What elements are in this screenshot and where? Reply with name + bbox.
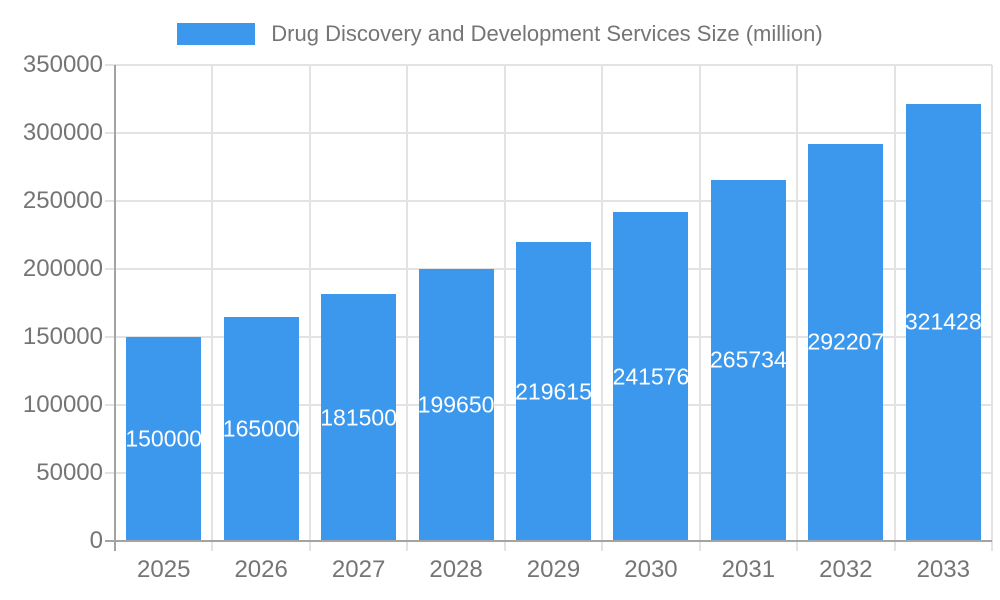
x-gridline	[698, 65, 701, 541]
x-axis-tick	[796, 541, 799, 551]
x-gridline	[406, 65, 409, 541]
y-tick-label: 350000	[22, 51, 103, 78]
y-axis-tick	[105, 472, 115, 474]
y-gridline	[115, 64, 992, 66]
y-axis-tick	[105, 268, 115, 270]
y-axis-tick	[105, 336, 115, 338]
bar-value-label: 292207	[807, 328, 885, 355]
x-axis-tick	[893, 541, 896, 551]
x-tick-label: 2032	[819, 556, 873, 583]
x-tick-label: 2026	[234, 556, 288, 583]
y-tick-label: 50000	[36, 459, 103, 486]
bar	[808, 143, 884, 541]
legend-label: Drug Discovery and Development Services …	[271, 21, 823, 46]
y-tick-label: 0	[89, 527, 103, 554]
y-axis-tick	[105, 132, 115, 134]
y-axis-line	[114, 65, 116, 551]
bar	[710, 179, 786, 541]
bar-value-label: 265734	[710, 346, 787, 373]
x-tick-label: 2031	[721, 556, 776, 583]
x-gridline	[893, 65, 896, 541]
bar-value-label: 199650	[417, 391, 495, 418]
y-axis-tick	[105, 200, 115, 202]
plot-area: 0 50000 100000 150000 200000 250000 300000 3500…	[23, 51, 993, 583]
x-axis-tick	[601, 541, 604, 551]
x-gridline	[991, 65, 993, 541]
bar	[613, 212, 689, 541]
y-tick-label: 200000	[22, 255, 103, 282]
x-axis-tick	[308, 541, 311, 551]
x-tick-label: 2029	[526, 556, 581, 583]
bar-value-label: 181500	[320, 404, 397, 431]
y-gridline	[115, 132, 992, 134]
legend[interactable]: Drug Discovery and Development Services …	[0, 21, 1000, 47]
y-tick-label: 100000	[22, 391, 103, 418]
x-gridline	[211, 65, 214, 541]
bar	[418, 269, 494, 541]
bar	[905, 103, 981, 541]
x-axis-tick	[991, 541, 993, 551]
x-tick-label: 2033	[916, 556, 970, 583]
x-axis-tick	[503, 541, 506, 551]
bar	[223, 316, 299, 541]
bar	[126, 337, 202, 541]
x-gridline	[503, 65, 506, 541]
x-axis-line	[105, 540, 992, 542]
x-tick-label: 2025	[137, 556, 191, 583]
y-axis-tick	[105, 64, 115, 66]
bar-value-label: 150000	[125, 425, 203, 452]
bar	[321, 294, 397, 541]
bar-value-label: 241576	[612, 363, 690, 390]
bar-value-label: 321428	[904, 308, 982, 335]
x-tick-label: 2028	[429, 556, 483, 583]
x-gridline	[308, 65, 311, 541]
bar-value-label: 165000	[222, 415, 300, 442]
x-gridline	[601, 65, 604, 541]
x-tick-label: 2030	[624, 556, 678, 583]
x-tick-label: 2027	[331, 556, 386, 583]
y-tick-label: 300000	[22, 119, 103, 146]
x-axis-tick	[698, 541, 701, 551]
y-axis-tick	[105, 404, 115, 406]
y-tick-label: 250000	[22, 187, 103, 214]
y-gridline	[115, 200, 992, 202]
legend-swatch	[177, 23, 256, 45]
x-axis-tick	[211, 541, 214, 551]
x-axis-tick	[406, 541, 409, 551]
bar	[516, 242, 591, 541]
y-tick-label: 150000	[22, 323, 103, 350]
x-gridline	[796, 65, 799, 541]
bar-value-label: 219615	[515, 378, 592, 405]
